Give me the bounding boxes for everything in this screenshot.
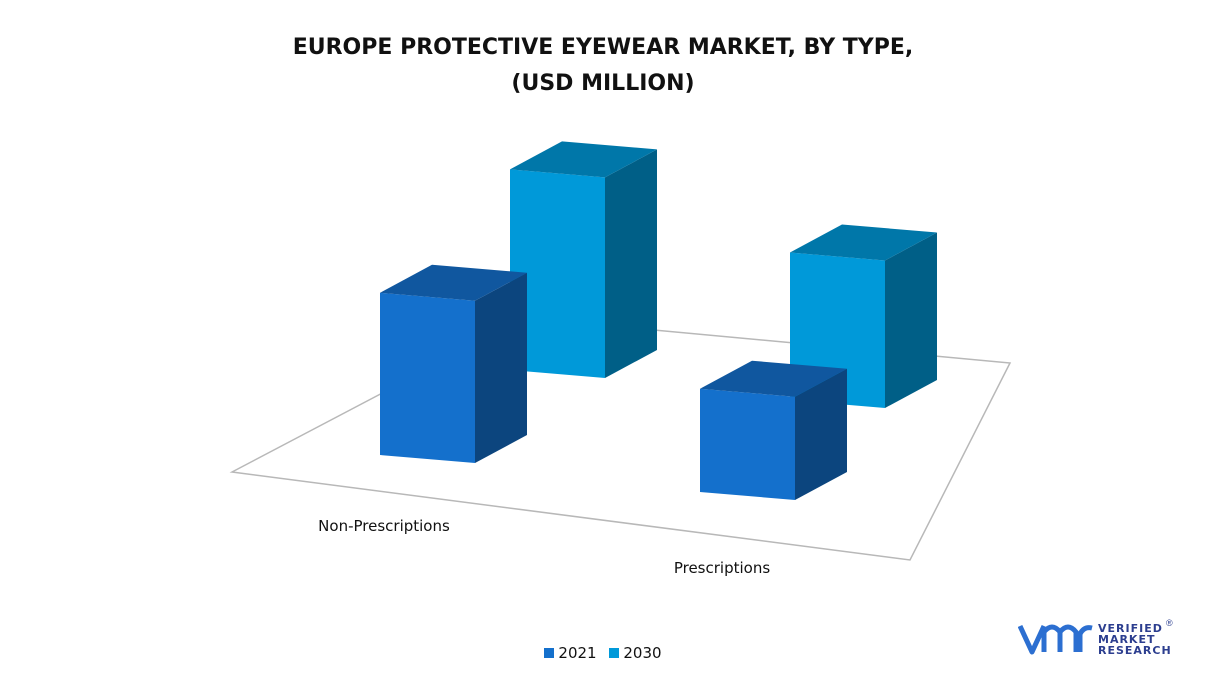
legend-item-2030: 2030 <box>609 644 662 662</box>
bar-front <box>700 388 795 500</box>
logo-line3: RESEARCH <box>1098 644 1172 657</box>
chart-legend: 2021 2030 <box>0 644 1206 662</box>
legend-swatch-2021 <box>544 648 555 658</box>
bar-top <box>700 360 847 397</box>
bar-side <box>605 149 657 378</box>
bar-front <box>380 292 475 463</box>
logo-line2: MARKET <box>1098 633 1156 646</box>
chart-title-line2: (USD MILLION) <box>511 71 695 96</box>
legend-item-2021: 2021 <box>544 644 597 662</box>
legend-swatch-2030 <box>609 648 620 658</box>
legend-label-2021: 2021 <box>558 644 597 662</box>
category-label-1: Prescriptions <box>674 559 770 577</box>
vmr-logo: VERIFIED MARKET RESEARCH ® <box>1017 618 1178 663</box>
bar-side <box>795 368 847 500</box>
chart-title-line1: EUROPE PROTECTIVE EYEWEAR MARKET, BY TYP… <box>292 35 914 60</box>
bar-2021-0 <box>380 264 527 463</box>
vmr-logo-mark-icon <box>1017 624 1093 655</box>
logo-line1: VERIFIED <box>1098 622 1163 635</box>
bar-2021-1 <box>700 360 847 500</box>
bar-top <box>790 224 937 261</box>
legend-label-2030: 2030 <box>623 644 662 662</box>
chart-bars <box>380 141 937 500</box>
chart-title: EUROPE PROTECTIVE EYEWEAR MARKET, BY TYP… <box>0 30 1206 102</box>
vmr-logo-text: VERIFIED MARKET RESEARCH <box>1098 623 1172 656</box>
bar-side <box>885 232 937 408</box>
chart-category-labels: Non-Prescriptions Prescriptions <box>318 517 770 577</box>
bar-top <box>380 264 527 301</box>
bar-2030-0 <box>510 141 657 378</box>
bar-side <box>475 272 527 463</box>
bar-front <box>510 169 605 378</box>
bar-top <box>510 141 657 178</box>
registered-mark: ® <box>1166 618 1173 628</box>
category-label-0: Non-Prescriptions <box>318 517 450 535</box>
